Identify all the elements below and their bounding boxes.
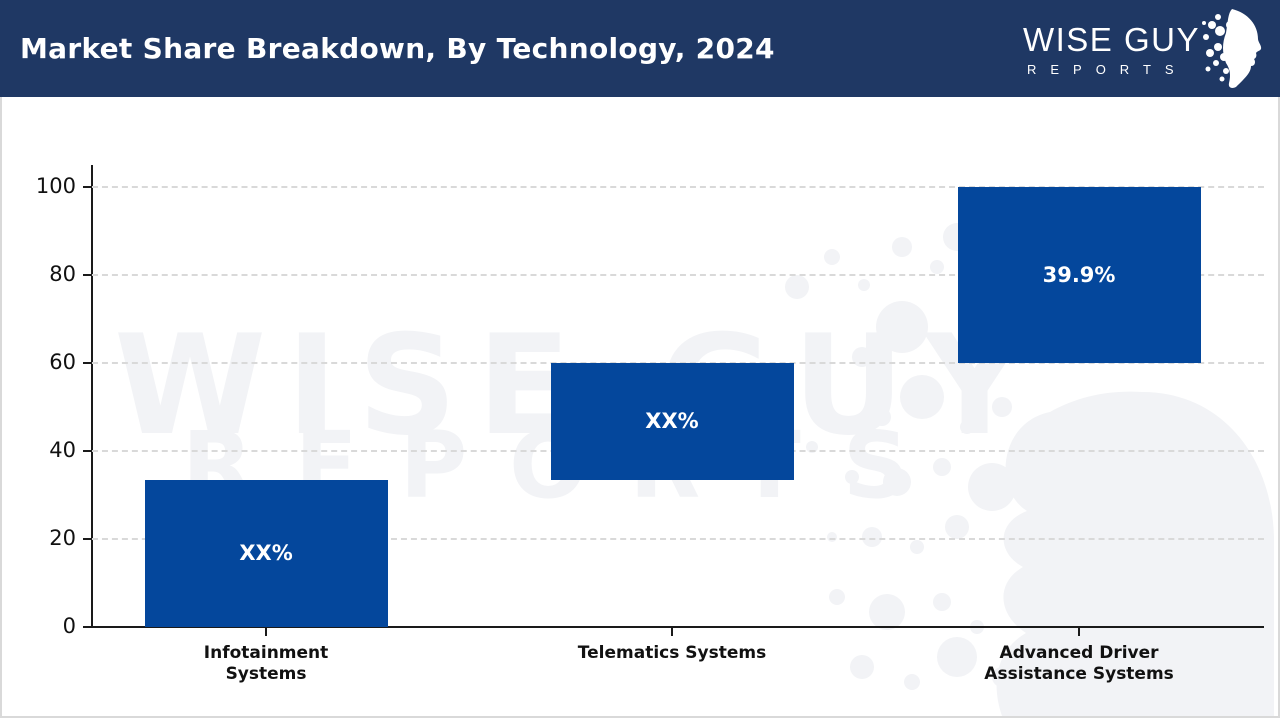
y-tick-label: 100 (35, 174, 76, 198)
bar-value-label: 39.9% (1042, 262, 1116, 287)
header-bar: Market Share Breakdown, By Technology, 2… (0, 0, 1280, 97)
gridline (92, 274, 1264, 276)
y-axis-line (91, 165, 93, 628)
y-tick (83, 362, 92, 364)
y-tick-label: 20 (49, 526, 76, 550)
y-tick (83, 274, 92, 276)
logo-subtext: REPORTS (1026, 61, 1188, 77)
bar-value-label: XX% (239, 541, 293, 566)
y-tick (83, 186, 92, 188)
chart-title: Market Share Breakdown, By Technology, 2… (20, 32, 775, 65)
bar: 39.9% (957, 187, 1201, 363)
chart-plot-area: 0 20 40 60 80 100 XX% Infotainment Systems XX% Tel… (2, 97, 1278, 716)
x-tick (265, 627, 268, 636)
x-category-label: Advanced Driver Assistance Systems (984, 643, 1174, 684)
y-tick (83, 538, 92, 540)
gridline (92, 186, 1264, 188)
y-tick (83, 450, 92, 452)
y-tick-label: 60 (49, 350, 76, 374)
logo-brand-text: WISE GUY (1022, 20, 1200, 58)
x-category-label: Telematics Systems (577, 643, 767, 663)
y-tick-label: 0 (62, 614, 76, 638)
y-tick-label: 80 (49, 262, 76, 286)
x-tick (671, 627, 674, 636)
logo-head-icon (1202, 8, 1262, 88)
chart-area: WISE GUY REPORTS 020406080100XX%Infotain… (0, 97, 1280, 718)
gridline (92, 538, 1264, 540)
x-axis-line (91, 626, 1264, 628)
bar: XX% (144, 479, 388, 627)
x-tick (1078, 627, 1081, 636)
y-tick (83, 626, 92, 628)
bar-value-label: XX% (645, 409, 699, 434)
y-tick-label: 40 (49, 438, 76, 462)
logo: WISE GUY REPORTS (1023, 8, 1266, 89)
x-category-label: Infotainment Systems (203, 643, 329, 684)
bar: XX% (550, 362, 794, 480)
logo-wordmark: WISE GUY REPORTS (1023, 21, 1200, 77)
